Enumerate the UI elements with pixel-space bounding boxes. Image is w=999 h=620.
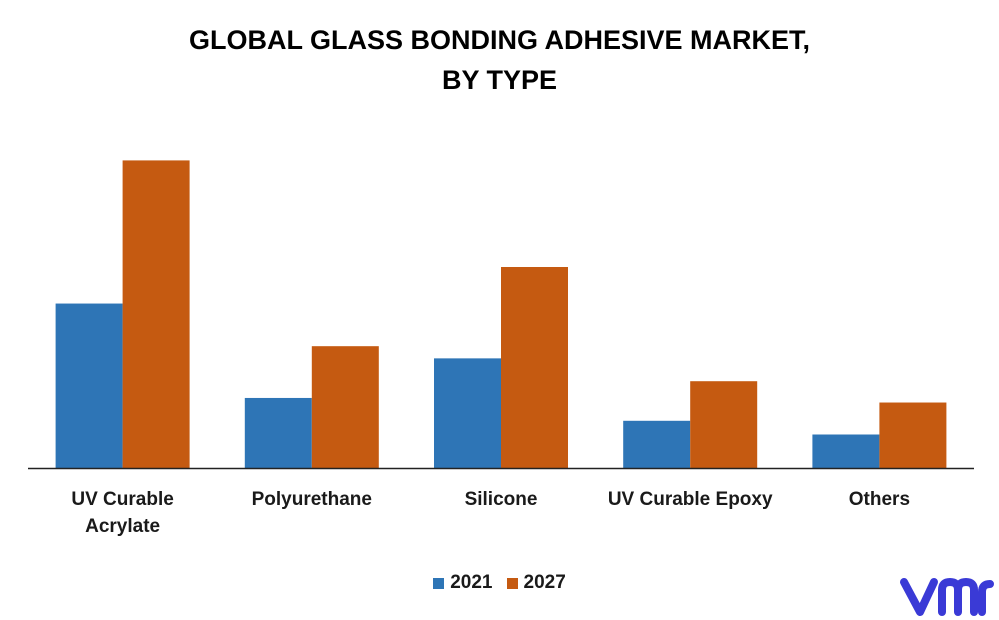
- bar-2021-3: [623, 420, 691, 468]
- legend-item-2021: 2021: [433, 572, 493, 594]
- bar-2021-4: [812, 434, 880, 468]
- x-tick-label-0: Acrylate: [85, 516, 160, 537]
- x-tick-label-3: UV Curable Epoxy: [608, 489, 773, 510]
- bar-2021-0: [55, 303, 123, 468]
- chart-title-line-2: BY TYPE: [441, 65, 558, 95]
- bar-chart: UV Curable Acrylate Polyurethane Silicone UV…: [28, 160, 974, 537]
- x-tick-label-1: Polyurethane: [252, 489, 372, 510]
- bar-2021-2: [434, 358, 501, 468]
- legend-swatch-2021: [433, 577, 445, 589]
- legend-item-2027: 2027: [506, 572, 566, 594]
- x-tick-label-4: Others: [849, 489, 910, 510]
- legend-swatch-2027: [506, 577, 518, 589]
- vmr-logo: [900, 578, 994, 616]
- bar-2027-1: [311, 346, 379, 468]
- bar-2027-2: [501, 267, 568, 468]
- legend-label-2021: 2021: [450, 572, 493, 593]
- bar-2027-4: [879, 402, 947, 468]
- legend-label-2027: 2027: [523, 572, 566, 593]
- bar-2027-3: [690, 381, 758, 468]
- legend: 2021 2027: [0, 572, 999, 594]
- chart-title-line-1: GLOBAL GLASS BONDING ADHESIVE MARKET,: [188, 25, 811, 55]
- bar-2027-0: [122, 160, 190, 468]
- x-tick-label-2: Silicone: [465, 489, 538, 510]
- bar-2021-1: [244, 397, 312, 468]
- x-tick-label-0: UV Curable: [71, 489, 173, 510]
- chart-title: GLOBAL GLASS BONDING ADHESIVE MARKET, BY…: [0, 20, 999, 100]
